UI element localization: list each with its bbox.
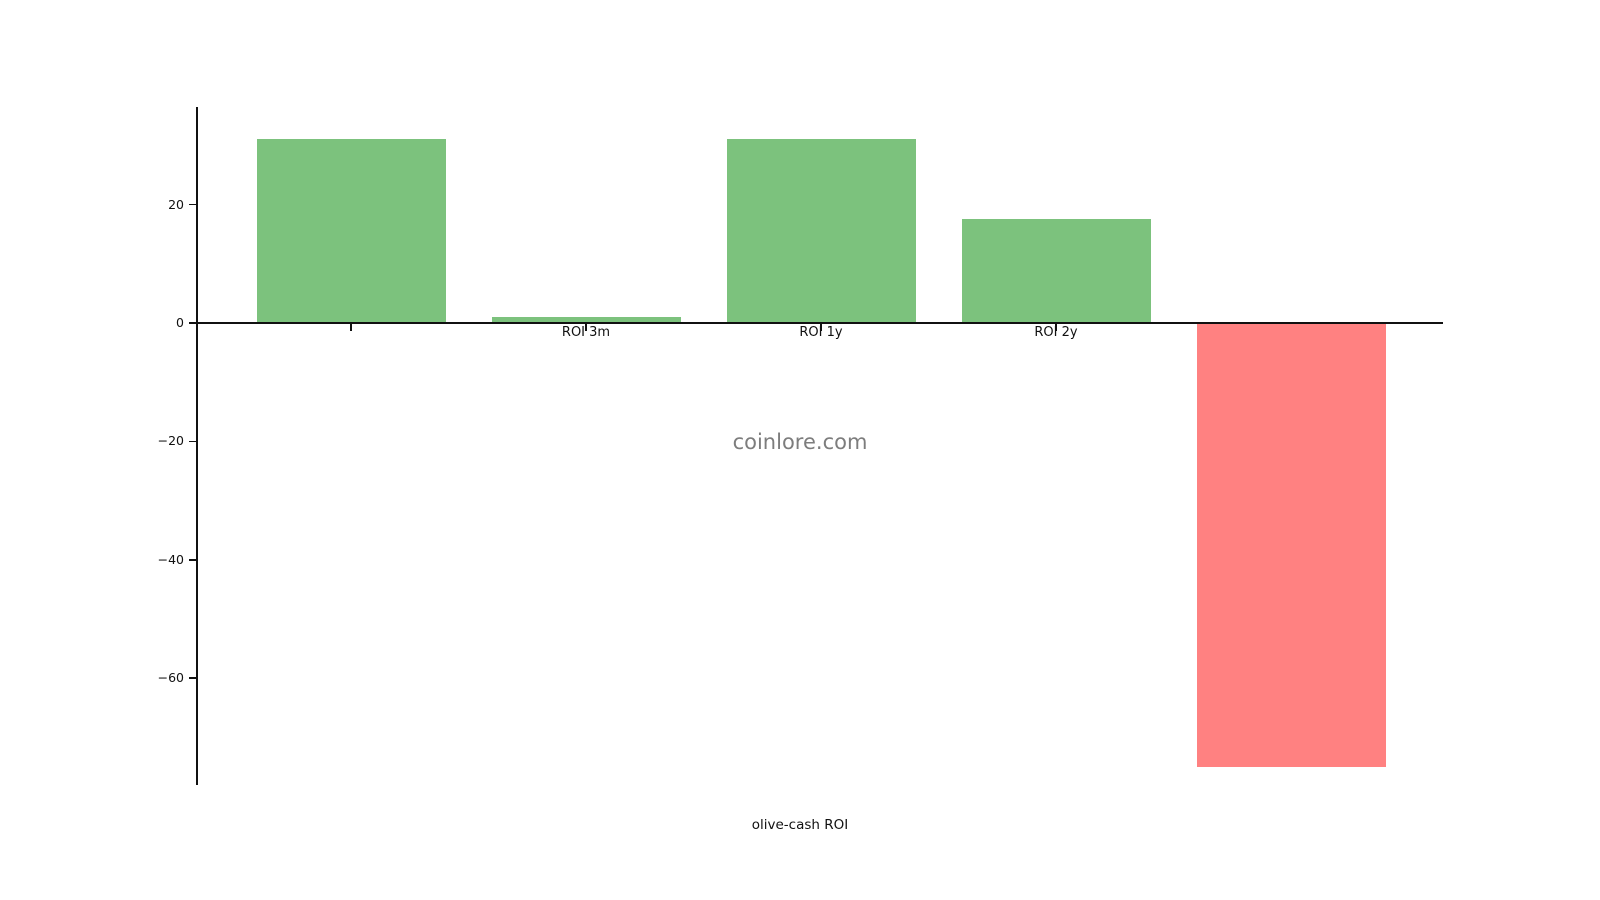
- x-tick-label: ROI 2y: [1034, 325, 1078, 340]
- y-tick: [189, 440, 196, 443]
- y-tick-label: 0: [176, 315, 184, 330]
- y-tick: [189, 322, 196, 324]
- x-tick: [585, 323, 587, 331]
- y-tick-label: −60: [157, 670, 184, 686]
- bar-unlabeled-0: [256, 139, 446, 323]
- x-tick: [350, 323, 352, 331]
- y-axis-spine: [196, 106, 198, 785]
- watermark: coinlore.com: [732, 430, 868, 454]
- x-tick: [1055, 323, 1057, 331]
- y-tick-label: 20: [168, 196, 184, 212]
- y-tick-label: −20: [157, 433, 184, 449]
- x-tick-label: ROI 1y: [799, 325, 843, 340]
- bar-roi-2y: [961, 219, 1151, 323]
- x-tick-label: ROI 3m: [561, 325, 611, 340]
- y-tick: [189, 677, 196, 679]
- x-axis-title: olive-cash ROI: [751, 817, 849, 833]
- bar-unlabeled-4: [1196, 323, 1386, 767]
- y-tick-label: −40: [157, 551, 184, 567]
- y-tick: [189, 559, 196, 561]
- bar-roi-3m: [491, 317, 681, 323]
- x-tick: [820, 323, 822, 331]
- x-axis-line: [197, 322, 1443, 324]
- y-tick: [189, 203, 196, 206]
- bar-roi-1y: [726, 139, 916, 323]
